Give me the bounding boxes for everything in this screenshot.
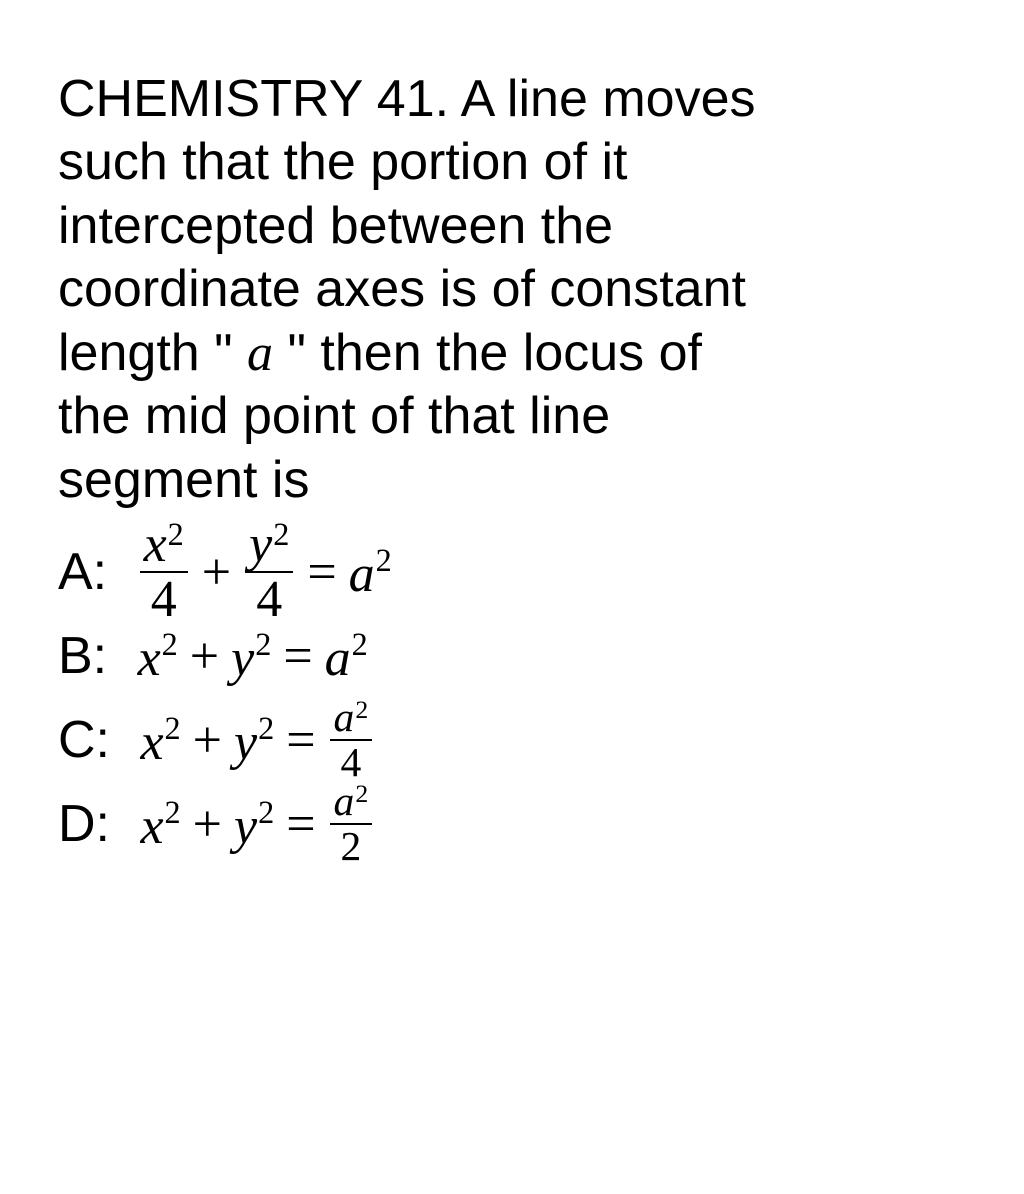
fraction-y2-4: y2 4	[245, 518, 293, 626]
q-line5-pre: length "	[58, 324, 247, 382]
q-line3: intercepted between the	[58, 197, 613, 255]
q-line4: coordinate axes is of constant	[58, 260, 746, 318]
rhs-var: a	[349, 546, 375, 603]
q-line6: the mid point of that line	[58, 387, 610, 445]
equals-op: =	[286, 798, 315, 851]
num-var: y	[249, 516, 272, 573]
num-exp: 2	[355, 695, 368, 724]
option-c: C: x2 + y2 = a2 4	[58, 698, 984, 782]
num-exp: 2	[168, 516, 184, 552]
den: 4	[147, 574, 181, 626]
den: 2	[336, 826, 365, 868]
option-a: A: x2 4 + y2 4 = a2	[58, 530, 984, 614]
q-line5-post: " then the locus of	[273, 324, 702, 382]
option-b-equation: x2 + y2 = a2	[138, 628, 368, 685]
num-var: a	[334, 694, 355, 740]
plus-op: +	[190, 630, 219, 683]
fraction-a2-4: a2 4	[330, 697, 373, 783]
num-var: a	[334, 778, 355, 824]
den: 4	[336, 742, 365, 784]
equals-op: =	[283, 630, 312, 683]
equals-op: =	[286, 714, 315, 767]
t2-var: y	[231, 630, 254, 687]
den: 4	[252, 574, 286, 626]
t1-var: x	[138, 630, 161, 687]
option-c-equation: x2 + y2 = a2 4	[140, 697, 374, 783]
rhs-exp: 2	[376, 542, 392, 578]
plus-op: +	[193, 714, 222, 767]
t2-var: y	[234, 798, 257, 855]
fraction-a2-2: a2 2	[330, 781, 373, 867]
num-var: x	[144, 516, 167, 573]
equals-op: =	[307, 546, 336, 599]
t1-exp: 2	[165, 794, 181, 830]
q-line1: A line moves	[461, 70, 756, 128]
t1-var: x	[140, 714, 163, 771]
option-d: D: x2 + y2 = a2 2	[58, 782, 984, 866]
t1-var: x	[140, 798, 163, 855]
option-d-label: D:	[58, 798, 124, 851]
t1-exp: 2	[162, 626, 178, 662]
question-prefix: CHEMISTRY 41.	[58, 70, 461, 128]
options-block: A: x2 4 + y2 4 = a2 B: x2 + y2	[58, 530, 984, 866]
t1-exp: 2	[165, 710, 181, 746]
question-text: CHEMISTRY 41. A line moves such that the…	[58, 68, 984, 512]
rhs-var: a	[325, 630, 351, 687]
t2-exp: 2	[258, 794, 274, 830]
q-variable-a: a	[247, 325, 273, 382]
option-a-equation: x2 4 + y2 4 = a2	[138, 518, 392, 626]
q-line7: segment is	[58, 451, 309, 509]
option-d-equation: x2 + y2 = a2 2	[140, 781, 374, 867]
option-b: B: x2 + y2 = a2	[58, 614, 984, 698]
page: CHEMISTRY 41. A line moves such that the…	[0, 0, 1024, 906]
fraction-x2-4: x2 4	[140, 518, 188, 626]
q-line2: such that the portion of it	[58, 133, 627, 191]
option-b-label: B:	[58, 630, 122, 683]
option-c-label: C:	[58, 714, 124, 767]
t2-exp: 2	[258, 710, 274, 746]
plus-op: +	[202, 546, 231, 599]
rhs-exp: 2	[352, 626, 368, 662]
plus-op: +	[193, 798, 222, 851]
t2-var: y	[234, 714, 257, 771]
option-a-label: A:	[58, 546, 122, 599]
num-exp: 2	[273, 516, 289, 552]
t2-exp: 2	[255, 626, 271, 662]
num-exp: 2	[355, 779, 368, 808]
